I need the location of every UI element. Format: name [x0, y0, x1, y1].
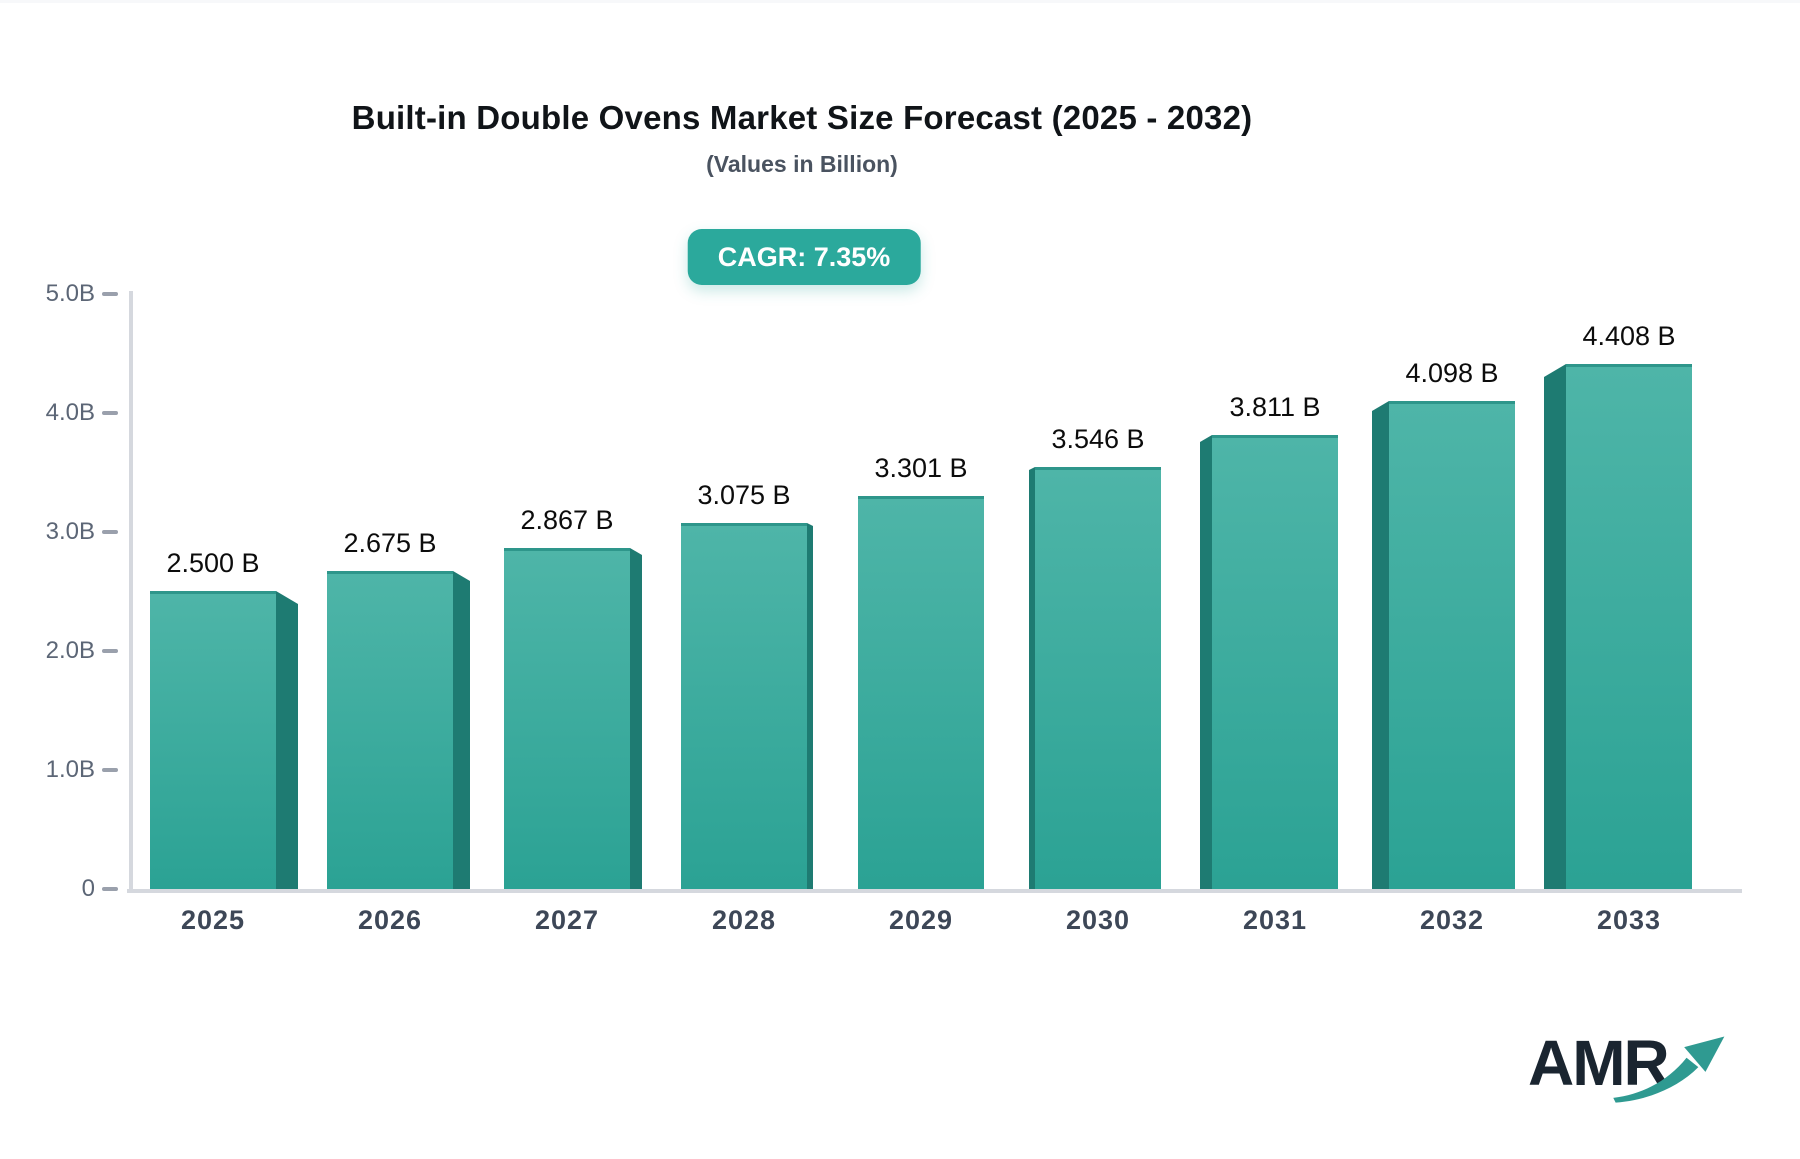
- x-axis-label: 2030: [1065, 905, 1131, 935]
- bar-value-label: 4.098 B: [1405, 358, 1499, 388]
- y-axis-label: 5.0B: [45, 280, 95, 307]
- bar-side-3d: [630, 548, 642, 889]
- y-axis-line: [129, 291, 133, 892]
- bar-value-label: 2.675 B: [343, 528, 437, 558]
- bar-side-3d: [453, 571, 470, 889]
- y-axis-tick: [102, 768, 118, 772]
- bar-value-label: 3.301 B: [874, 453, 968, 483]
- plot-area: 5.0B 4.0B 3.0B 2.0B 1.0B 0 2.500 B 2025 2.675 B 2…: [0, 3, 1800, 1159]
- chart-title: Built-in Double Ovens Market Size Foreca…: [351, 99, 1253, 136]
- bar-side-3d: [1544, 364, 1566, 889]
- amr-logo-arrow-icon: [1613, 1036, 1725, 1103]
- y-axis-tick: [102, 530, 118, 534]
- y-axis-tick: [102, 411, 118, 415]
- x-axis-label: 2031: [1242, 905, 1308, 935]
- amr-logo: AMR: [1528, 1031, 1738, 1111]
- x-axis-baseline: [127, 889, 1742, 893]
- x-axis-label: 2027: [534, 905, 600, 935]
- bar-side-3d: [1200, 435, 1212, 889]
- y-axis-label: 1.0B: [45, 756, 95, 783]
- bar-value-label: 3.811 B: [1229, 392, 1321, 422]
- y-axis-label: 3.0B: [45, 518, 95, 545]
- x-axis-label: 2029: [888, 905, 954, 935]
- y-axis-tick: [102, 887, 118, 891]
- chart-subtitle: (Values in Billion): [706, 151, 898, 177]
- cagr-badge: CAGR: 7.35%: [687, 229, 921, 285]
- bar-value-label: 2.500 B: [166, 548, 260, 578]
- x-axis-label: 2026: [357, 905, 423, 935]
- bar-side-3d: [1372, 401, 1389, 889]
- bar: [858, 496, 984, 889]
- bar: [1035, 467, 1161, 889]
- bar: [150, 591, 276, 889]
- y-axis-tick: [102, 292, 118, 296]
- y-axis-label: 2.0B: [45, 637, 95, 664]
- bar: [1389, 401, 1515, 889]
- bar-side-3d: [276, 591, 298, 889]
- bar: [1566, 364, 1692, 889]
- bar-side-3d: [1029, 467, 1035, 889]
- amr-logo-text: AMR: [1528, 1027, 1670, 1099]
- x-axis-label: 2033: [1596, 905, 1662, 935]
- bar: [1212, 435, 1338, 889]
- x-axis-label: 2032: [1419, 905, 1485, 935]
- bar: [504, 548, 630, 889]
- y-axis-tick: [102, 649, 118, 653]
- bar: [681, 523, 807, 889]
- bar: [327, 571, 453, 889]
- bar-value-label: 4.408 B: [1582, 321, 1676, 351]
- x-axis-label: 2028: [711, 905, 777, 935]
- y-axis-label: 0: [81, 875, 95, 902]
- x-axis-label: 2025: [180, 905, 246, 935]
- bar-value-label: 2.867 B: [520, 505, 614, 535]
- bar-value-label: 3.075 B: [697, 480, 791, 510]
- bar-side-3d: [807, 523, 813, 889]
- bar-value-label: 3.546 B: [1051, 424, 1145, 454]
- y-axis-label: 4.0B: [45, 399, 95, 426]
